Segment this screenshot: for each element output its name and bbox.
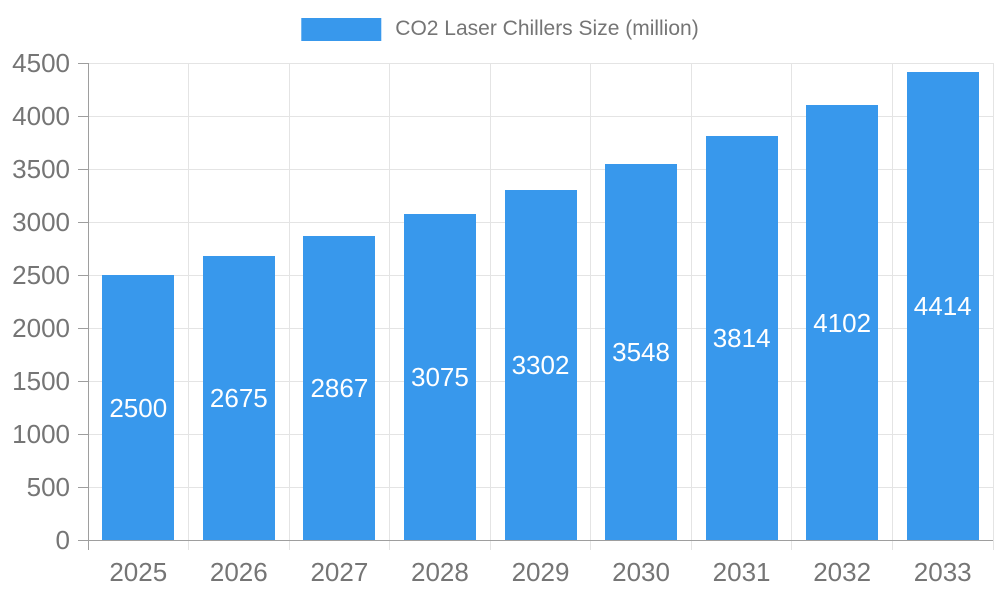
gridline-h bbox=[88, 115, 993, 117]
gridline-h bbox=[88, 168, 993, 170]
x-axis-label: 2026 bbox=[209, 557, 268, 587]
legend-swatch bbox=[301, 17, 382, 41]
bar-value-label: 3814 bbox=[712, 322, 771, 353]
x-axis-label: 2028 bbox=[411, 557, 469, 587]
bar-value-label: 3548 bbox=[612, 336, 670, 367]
gridline-v bbox=[891, 63, 893, 550]
gridline-v bbox=[690, 63, 692, 550]
y-axis-label: 1500 bbox=[12, 366, 70, 396]
x-axis-label: 2027 bbox=[310, 557, 369, 587]
bar[interactable] bbox=[906, 72, 979, 540]
x-axis-line bbox=[78, 539, 993, 541]
gridline-v bbox=[590, 63, 592, 550]
bar[interactable] bbox=[504, 189, 577, 540]
y-axis-label: 3000 bbox=[12, 207, 70, 237]
gridline-v bbox=[389, 63, 391, 550]
bar-value-label: 2867 bbox=[310, 373, 369, 404]
y-axis-tick bbox=[78, 486, 88, 488]
y-axis-tick bbox=[78, 221, 88, 223]
y-axis-tick bbox=[78, 274, 88, 276]
y-axis-tick bbox=[78, 380, 88, 382]
bar[interactable] bbox=[605, 163, 678, 540]
bar[interactable] bbox=[403, 214, 476, 540]
gridline-v bbox=[188, 63, 190, 550]
legend-item[interactable]: CO2 Laser Chillers Size (million) bbox=[301, 17, 699, 41]
gridline-v bbox=[288, 63, 290, 550]
x-axis-label: 2033 bbox=[913, 557, 972, 587]
y-axis-tick bbox=[78, 433, 88, 435]
y-axis-label: 0 bbox=[55, 525, 70, 555]
bar[interactable] bbox=[806, 105, 879, 540]
bar-value-label: 3075 bbox=[411, 362, 469, 393]
x-axis-label: 2025 bbox=[109, 557, 168, 587]
y-axis-label: 4500 bbox=[12, 48, 70, 78]
bar-value-label: 3302 bbox=[511, 349, 570, 380]
gridline-v bbox=[489, 63, 491, 550]
y-axis-label: 4000 bbox=[12, 101, 70, 131]
bar[interactable] bbox=[303, 236, 376, 540]
y-axis-label: 500 bbox=[26, 472, 70, 502]
y-axis-label: 3500 bbox=[12, 154, 70, 184]
bar-value-label: 2675 bbox=[209, 383, 268, 414]
bar-value-label: 4414 bbox=[913, 291, 972, 322]
bar[interactable] bbox=[202, 256, 275, 540]
bar[interactable] bbox=[102, 275, 175, 540]
y-axis-tick bbox=[78, 168, 88, 170]
y-axis-label: 2000 bbox=[12, 313, 70, 343]
y-axis-line bbox=[87, 63, 89, 540]
y-axis-tick bbox=[78, 115, 88, 117]
x-axis-label: 2032 bbox=[813, 557, 872, 587]
x-axis-tick bbox=[87, 540, 89, 550]
gridline-h bbox=[88, 62, 993, 64]
y-axis-tick bbox=[78, 327, 88, 329]
x-axis-label: 2030 bbox=[612, 557, 670, 587]
gridline-v bbox=[791, 63, 793, 550]
gridline-v bbox=[992, 63, 994, 550]
y-axis-label: 2500 bbox=[12, 260, 70, 290]
bar-value-label: 4102 bbox=[813, 307, 872, 338]
legend-label: CO2 Laser Chillers Size (million) bbox=[395, 17, 699, 40]
y-axis-label: 1000 bbox=[12, 419, 70, 449]
x-axis-label: 2031 bbox=[712, 557, 771, 587]
y-axis-tick bbox=[78, 62, 88, 64]
bar-value-label: 2500 bbox=[109, 392, 168, 423]
bar[interactable] bbox=[705, 135, 778, 540]
x-axis-label: 2029 bbox=[511, 557, 570, 587]
